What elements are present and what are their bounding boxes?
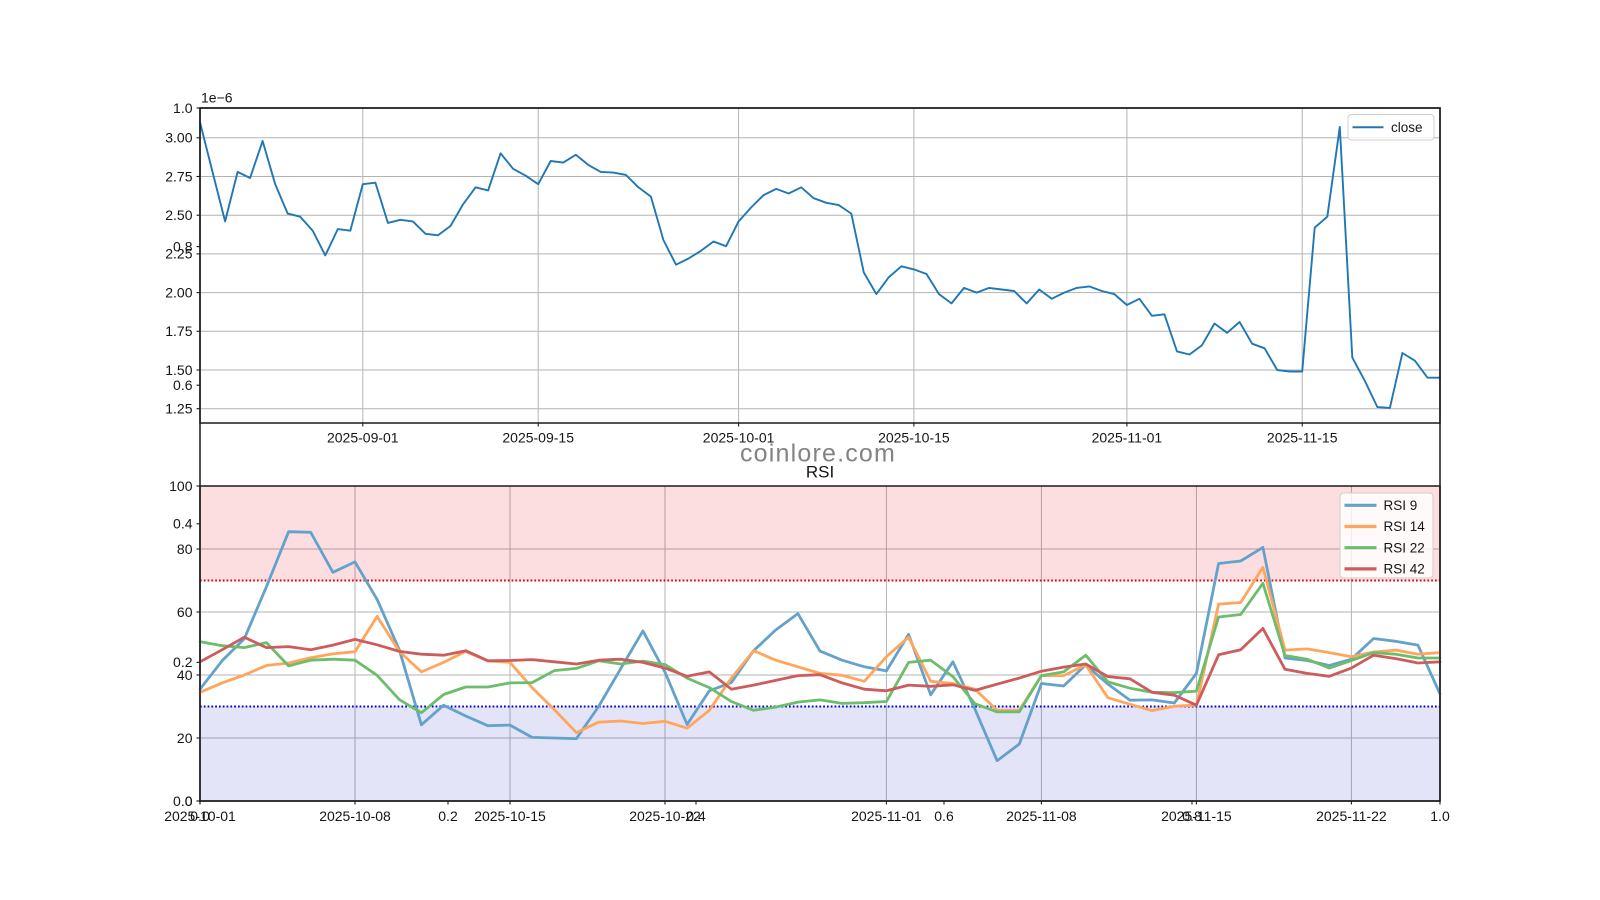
svg-text:2025-11-15: 2025-11-15 xyxy=(1267,430,1338,446)
svg-text:20: 20 xyxy=(177,730,193,746)
svg-text:0.0: 0.0 xyxy=(173,793,193,809)
svg-text:RSI: RSI xyxy=(806,463,834,482)
svg-text:1.75: 1.75 xyxy=(165,323,192,339)
svg-text:2025-11-01: 2025-11-01 xyxy=(851,808,922,824)
svg-text:coinlore.com: coinlore.com xyxy=(740,440,896,468)
svg-text:2025-10-01: 2025-10-01 xyxy=(164,808,236,824)
svg-text:0.8: 0.8 xyxy=(1182,808,1202,824)
svg-text:40: 40 xyxy=(177,667,193,683)
svg-text:0.2: 0.2 xyxy=(173,654,193,670)
svg-text:0.2: 0.2 xyxy=(438,808,458,824)
svg-text:2025-11-01: 2025-11-01 xyxy=(1092,430,1163,446)
svg-text:60: 60 xyxy=(177,604,193,620)
svg-text:2025-10-01: 2025-10-01 xyxy=(703,430,775,446)
svg-text:0.0: 0.0 xyxy=(190,808,210,824)
svg-text:0: 0 xyxy=(185,793,193,809)
svg-text:1.25: 1.25 xyxy=(165,401,192,417)
svg-text:0.4: 0.4 xyxy=(686,808,706,824)
svg-text:2.75: 2.75 xyxy=(165,168,192,184)
svg-text:2025-09-01: 2025-09-01 xyxy=(327,430,399,446)
svg-text:0.8: 0.8 xyxy=(173,238,193,254)
svg-text:0.6: 0.6 xyxy=(934,808,954,824)
svg-text:2.00: 2.00 xyxy=(165,284,192,300)
svg-text:1.50: 1.50 xyxy=(165,362,192,378)
svg-text:2025-11-08: 2025-11-08 xyxy=(1006,808,1077,824)
svg-text:2025-09-15: 2025-09-15 xyxy=(502,430,574,446)
svg-text:RSI 14: RSI 14 xyxy=(1384,519,1426,534)
svg-text:2025-10-15: 2025-10-15 xyxy=(474,808,546,824)
svg-text:80: 80 xyxy=(177,541,193,557)
svg-text:2.50: 2.50 xyxy=(165,207,192,223)
svg-text:2025-10-22: 2025-10-22 xyxy=(629,808,701,824)
svg-text:RSI 22: RSI 22 xyxy=(1384,540,1425,555)
svg-text:2025-10-15: 2025-10-15 xyxy=(878,430,950,446)
svg-text:0.4: 0.4 xyxy=(173,516,193,532)
svg-text:close: close xyxy=(1391,120,1423,135)
svg-text:RSI 42: RSI 42 xyxy=(1384,562,1425,577)
svg-text:2025-11-22: 2025-11-22 xyxy=(1316,808,1387,824)
svg-text:0.6: 0.6 xyxy=(173,377,193,393)
svg-text:1.0: 1.0 xyxy=(1430,808,1450,824)
svg-text:2025-11-15: 2025-11-15 xyxy=(1161,808,1232,824)
svg-text:2025-10-08: 2025-10-08 xyxy=(319,808,391,824)
svg-text:RSI 9: RSI 9 xyxy=(1384,498,1418,513)
svg-text:3.00: 3.00 xyxy=(165,130,192,146)
svg-text:2.25: 2.25 xyxy=(165,246,192,262)
svg-text:1.0: 1.0 xyxy=(173,100,193,116)
svg-text:100: 100 xyxy=(169,478,193,494)
svg-text:1e−6: 1e−6 xyxy=(201,90,233,106)
